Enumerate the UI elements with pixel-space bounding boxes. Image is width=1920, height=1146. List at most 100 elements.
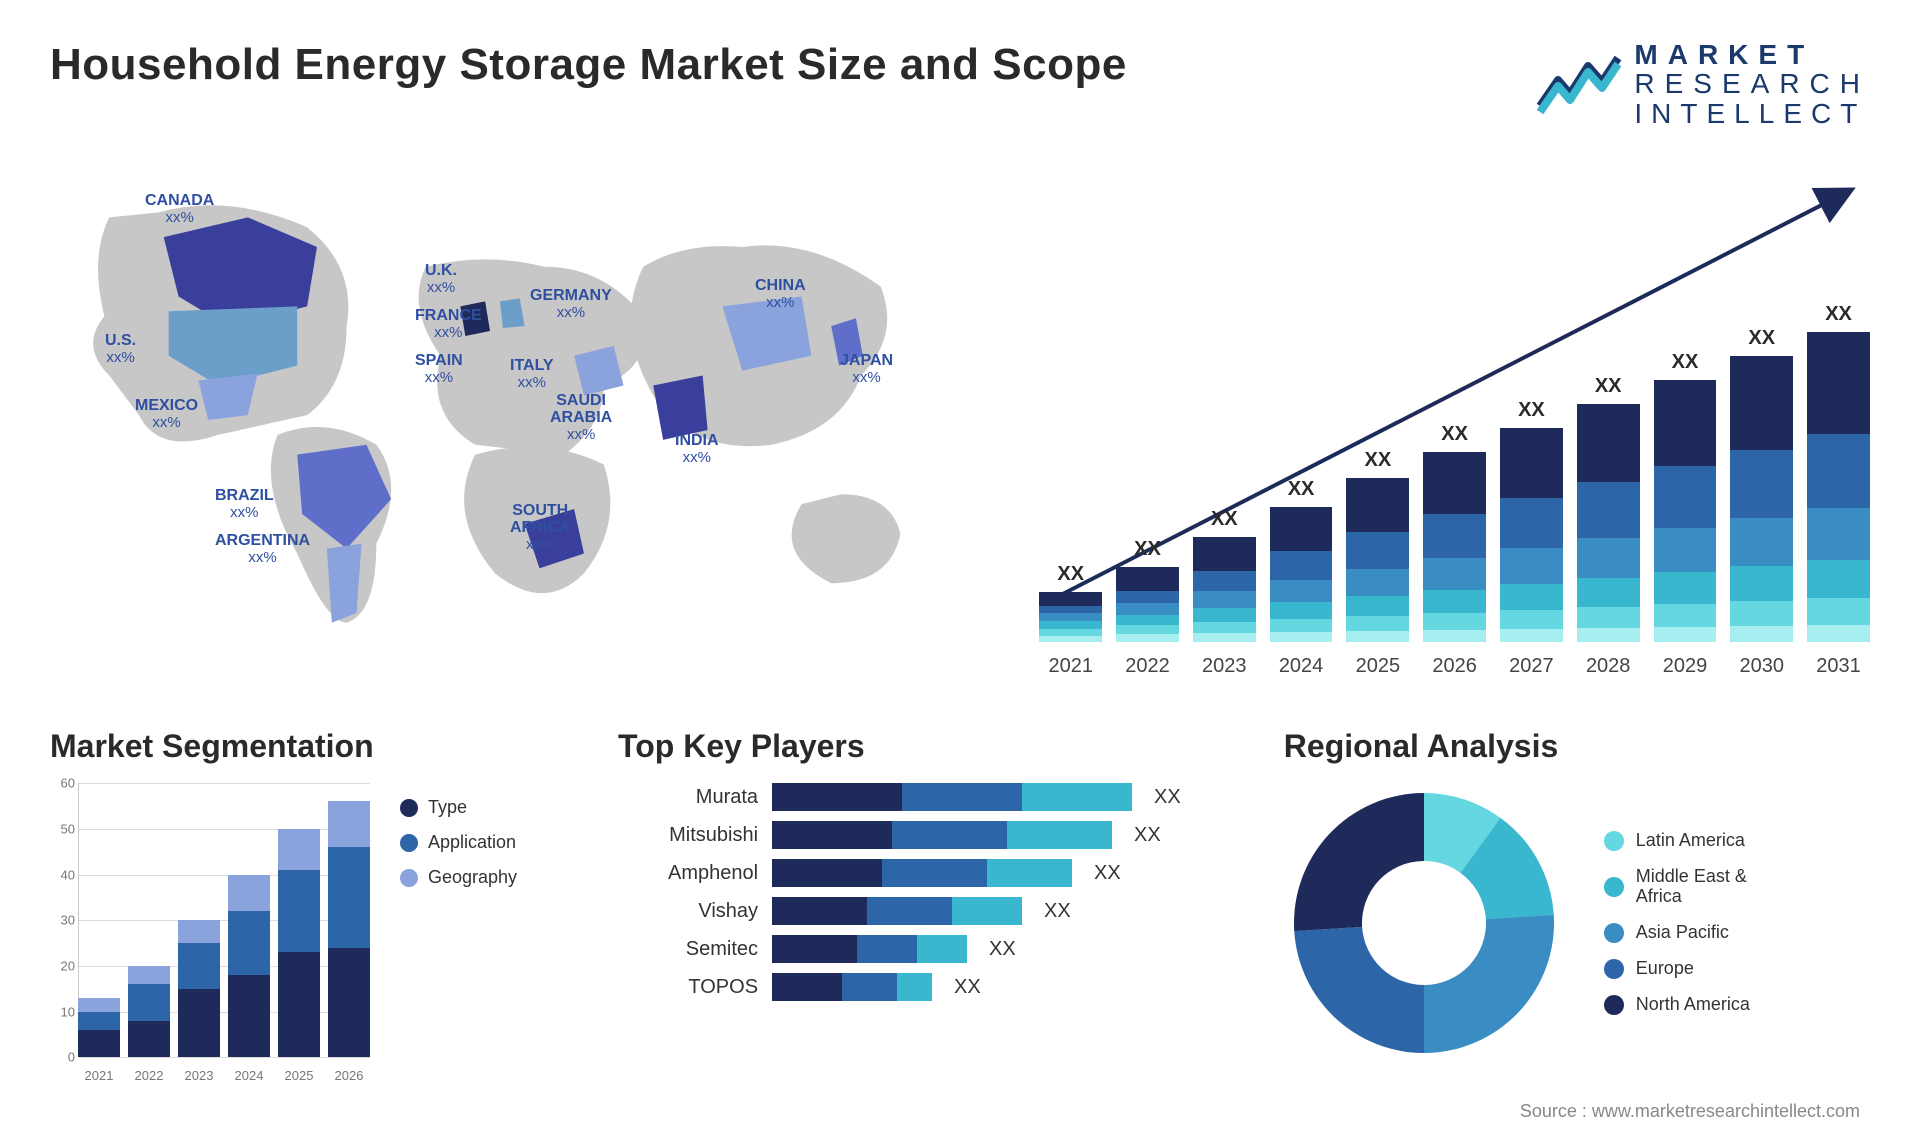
segmentation-bar-segment [78, 1012, 120, 1030]
segmentation-year-label: 2025 [278, 1068, 320, 1083]
page-title: Household Energy Storage Market Size and… [50, 40, 1127, 90]
segmentation-bar-segment [178, 943, 220, 989]
forecast-value-label: XX [1441, 423, 1468, 446]
segmentation-year-label: 2024 [228, 1068, 270, 1083]
forecast-bar-segment [1270, 507, 1333, 551]
forecast-year-label: 2021 [1039, 655, 1102, 678]
forecast-value-label: XX [1288, 478, 1315, 501]
forecast-bar-segment [1500, 610, 1563, 629]
donut-slice [1294, 793, 1424, 931]
key-player-bar-segment [917, 935, 967, 963]
forecast-column: XX [1730, 327, 1793, 642]
key-player-bar-segment [867, 897, 952, 925]
forecast-bar-segment [1116, 567, 1179, 591]
key-player-value: XX [1134, 824, 1161, 847]
map-label: ITALYxx% [510, 358, 554, 391]
forecast-bar-segment [1270, 632, 1333, 642]
forecast-bar-segment [1730, 518, 1793, 566]
forecast-column: XX [1423, 423, 1486, 642]
segmentation-column [128, 966, 170, 1057]
legend-label: Geography [428, 867, 517, 888]
segmentation-bars [78, 783, 370, 1057]
forecast-bar-segment [1654, 380, 1717, 466]
key-player-bar [772, 783, 1132, 811]
segmentation-legend-item: Application [400, 832, 517, 853]
forecast-year-label: 2028 [1577, 655, 1640, 678]
legend-swatch [1604, 959, 1624, 979]
segmentation-bar-segment [178, 920, 220, 943]
segmentation-column [278, 829, 320, 1057]
key-player-row: Mitsubishi XX [618, 821, 1224, 849]
forecast-year-label: 2025 [1346, 655, 1409, 678]
forecast-bar-segment [1577, 607, 1640, 628]
key-player-bar-segment [772, 821, 892, 849]
forecast-bar-segment [1654, 604, 1717, 627]
key-players-title: Top Key Players [618, 728, 1224, 765]
key-player-value: XX [1154, 786, 1181, 809]
forecast-column: XX [1807, 303, 1870, 642]
legend-swatch [400, 834, 418, 852]
forecast-bar-segment [1807, 625, 1870, 642]
segmentation-column [228, 875, 270, 1058]
forecast-bar-segment [1807, 332, 1870, 434]
seg-ytick-label: 40 [61, 867, 75, 882]
top-row: CANADAxx%U.S.xx%MEXICOxx%BRAZILxx%ARGENT… [50, 158, 1870, 678]
map-label: JAPANxx% [840, 353, 893, 386]
forecast-bar-segment [1730, 450, 1793, 518]
segmentation-column [178, 920, 220, 1057]
key-player-bar-segment [857, 935, 917, 963]
header: Household Energy Storage Market Size and… [50, 40, 1870, 128]
forecast-bar-segment [1346, 532, 1409, 569]
logo-mark-icon [1536, 52, 1622, 116]
forecast-value-label: XX [1518, 399, 1545, 422]
forecast-bar-segment [1577, 538, 1640, 578]
map-label: MEXICOxx% [135, 398, 198, 431]
key-player-bar-segment [952, 897, 1022, 925]
key-player-bar-segment [842, 973, 897, 1001]
segmentation-title: Market Segmentation [50, 728, 558, 765]
key-player-bar-segment [772, 973, 842, 1001]
key-player-name: Amphenol [618, 862, 758, 885]
segmentation-chart: 0102030405060 202120222023202420252026 [50, 783, 370, 1083]
forecast-bar-segment [1116, 603, 1179, 615]
logo-text: MARKET RESEARCH INTELLECT [1634, 40, 1870, 128]
forecast-column: XX [1039, 563, 1102, 642]
forecast-value-label: XX [1825, 303, 1852, 326]
key-player-bar-segment [772, 897, 867, 925]
seg-ytick-label: 0 [68, 1050, 75, 1065]
forecast-bar-segment [1039, 606, 1102, 613]
legend-swatch [400, 799, 418, 817]
segmentation-xaxis: 202120222023202420252026 [78, 1068, 370, 1083]
forecast-bar-segment [1423, 590, 1486, 613]
segmentation-legend: TypeApplicationGeography [400, 783, 517, 1083]
forecast-column: XX [1500, 399, 1563, 642]
segmentation-bar-segment [278, 829, 320, 870]
forecast-bar-segment [1654, 528, 1717, 572]
forecast-bar-segment [1423, 630, 1486, 642]
forecast-bar-segment [1577, 482, 1640, 538]
legend-swatch [1604, 831, 1624, 851]
key-player-bar [772, 935, 967, 963]
forecast-bar-segment [1730, 601, 1793, 626]
segmentation-bar-segment [328, 847, 370, 947]
forecast-year-label: 2023 [1193, 655, 1256, 678]
map-label: SPAINxx% [415, 353, 463, 386]
key-player-row: AmphenolXX [618, 859, 1224, 887]
forecast-bar-segment [1346, 569, 1409, 596]
map-label: U.S.xx% [105, 333, 136, 366]
regional-legend-item: Asia Pacific [1604, 923, 1750, 943]
map-label: SOUTHAFRICAxx% [510, 503, 570, 552]
key-player-bar-segment [1022, 783, 1132, 811]
forecast-bar-segment [1116, 625, 1179, 634]
segmentation-column [328, 801, 370, 1057]
key-player-value: XX [989, 938, 1016, 961]
key-players-rows: MurataXXMitsubishiXXAmphenolXXVishayXXSe… [618, 783, 1224, 1001]
segmentation-year-label: 2021 [78, 1068, 120, 1083]
key-player-name: Mitsubishi [618, 824, 758, 847]
segmentation-bar-segment [78, 998, 120, 1012]
regional-title: Regional Analysis [1284, 728, 1870, 765]
forecast-value-label: XX [1595, 375, 1622, 398]
legend-label: Middle East &Africa [1636, 867, 1747, 907]
forecast-bar-segment [1654, 627, 1717, 642]
segmentation-bar-segment [328, 801, 370, 847]
